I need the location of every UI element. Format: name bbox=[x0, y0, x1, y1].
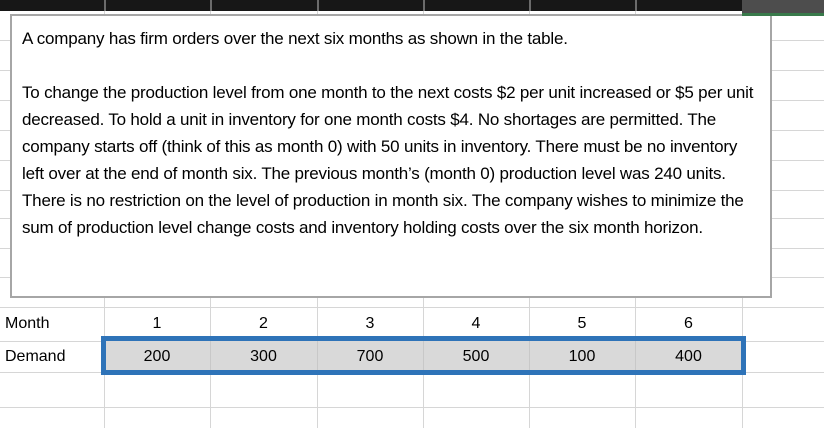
column-header-divider bbox=[210, 0, 212, 11]
column-header-divider bbox=[423, 0, 425, 11]
cell-month-5[interactable]: 5 bbox=[577, 315, 587, 332]
cell-month-2[interactable]: 2 bbox=[259, 315, 268, 332]
column-header-divider bbox=[104, 0, 106, 11]
column-header-divider bbox=[635, 0, 637, 11]
cell-divider bbox=[423, 341, 424, 370]
cell-month-6[interactable]: 6 bbox=[684, 315, 693, 332]
problem-statement-textbox[interactable]: A company has firm orders over the next … bbox=[10, 14, 772, 298]
month-label-text: Month bbox=[5, 315, 50, 332]
problem-paragraph-2: To change the production level from one … bbox=[22, 83, 754, 237]
cell-month-1[interactable]: 1 bbox=[152, 315, 162, 332]
cell-month-3[interactable]: 3 bbox=[365, 315, 375, 332]
cell-divider bbox=[529, 341, 530, 370]
demand-label-text: Demand bbox=[5, 347, 66, 365]
cell-demand-label[interactable]: Demand bbox=[0, 341, 105, 372]
cell-demand-6[interactable]: 400 bbox=[675, 348, 702, 365]
cell-month-label[interactable]: Month bbox=[0, 307, 105, 341]
cell-demand-5[interactable]: 100 bbox=[568, 348, 596, 365]
demand-selected-range[interactable] bbox=[101, 336, 746, 375]
column-header-divider bbox=[529, 0, 531, 11]
cell-month-4[interactable]: 4 bbox=[471, 315, 481, 332]
cell-divider bbox=[635, 341, 636, 370]
selected-column-header[interactable] bbox=[742, 0, 824, 16]
cell-demand-2[interactable]: 300 bbox=[250, 348, 277, 365]
problem-paragraph-1: A company has firm orders over the next … bbox=[22, 29, 568, 48]
cell-demand-1[interactable]: 200 bbox=[143, 348, 171, 365]
cell-demand-4[interactable]: 500 bbox=[462, 348, 490, 365]
cell-demand-3[interactable]: 700 bbox=[356, 348, 384, 365]
column-header-divider bbox=[317, 0, 319, 11]
column-header-bar[interactable] bbox=[0, 0, 824, 11]
gridline-horizontal bbox=[0, 407, 824, 408]
cell-divider bbox=[210, 341, 211, 370]
gridline-horizontal bbox=[0, 307, 824, 308]
cell-divider bbox=[317, 341, 318, 370]
